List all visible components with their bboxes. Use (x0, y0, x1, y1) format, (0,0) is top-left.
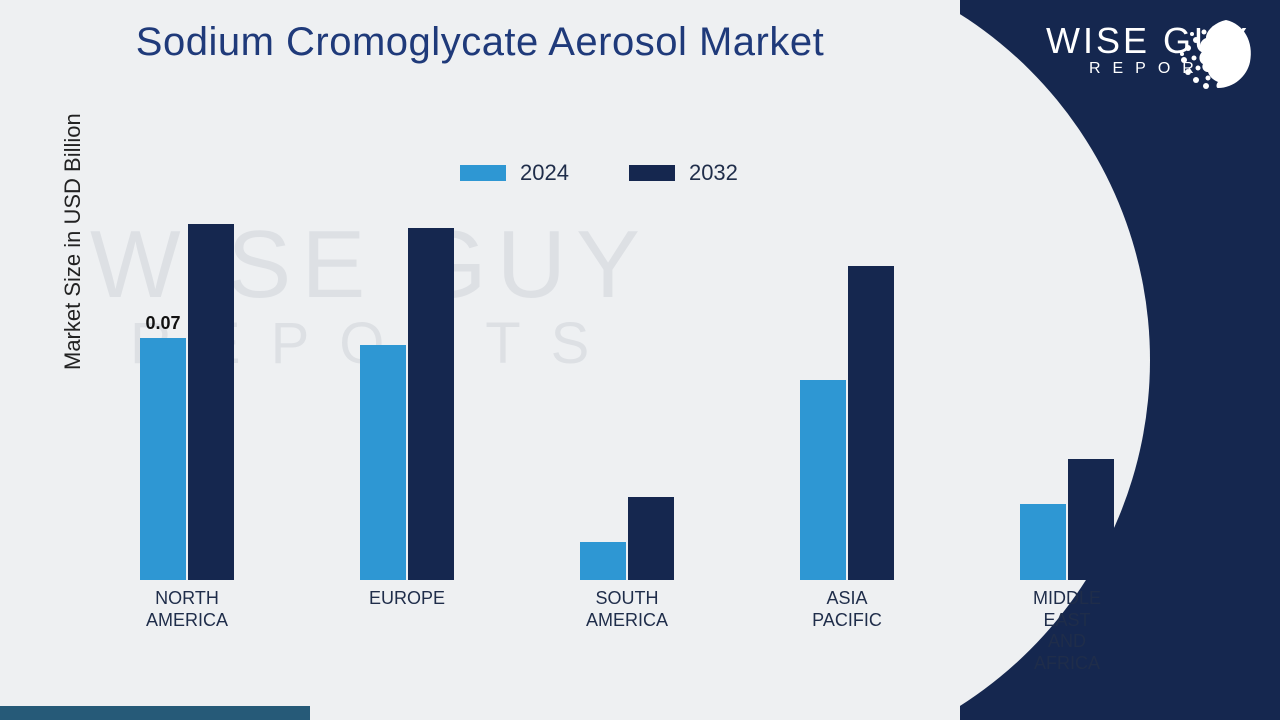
bar-group: EUROPE (360, 200, 454, 580)
bar (408, 228, 454, 580)
bar-group: MIDDLEEASTANDAFRICA (1020, 200, 1114, 580)
category-label: NORTHAMERICA (107, 580, 267, 631)
brain-icon (1174, 14, 1256, 96)
bar (800, 380, 846, 580)
chart-title: Sodium Cromoglycate Aerosol Market (0, 20, 960, 65)
bar (360, 345, 406, 580)
canvas: WISE GUY REPORTS Sodium Cromoglycate Aer… (0, 0, 1280, 720)
brand-logo: WISE GUY REPORTS (990, 20, 1250, 78)
bottom-accent-bar (0, 706, 310, 720)
y-axis-label: Market Size in USD Billion (60, 113, 86, 370)
category-label: SOUTHAMERICA (547, 580, 707, 631)
legend-label-2032: 2032 (689, 160, 738, 186)
legend-item-2032: 2032 (629, 160, 738, 186)
bar-value-label: 0.07 (145, 313, 180, 338)
bar-group: ASIAPACIFIC (800, 200, 894, 580)
bar (628, 497, 674, 580)
bar (580, 542, 626, 580)
legend-swatch-2032 (629, 165, 675, 181)
bar (188, 224, 234, 580)
category-label: MIDDLEEASTANDAFRICA (987, 580, 1147, 674)
legend-label-2024: 2024 (520, 160, 569, 186)
legend-swatch-2024 (460, 165, 506, 181)
category-label: EUROPE (327, 580, 487, 610)
bar (1020, 504, 1066, 580)
bar: 0.07 (140, 338, 186, 580)
legend-item-2024: 2024 (460, 160, 569, 186)
bar (848, 266, 894, 580)
bar (1068, 459, 1114, 580)
legend: 2024 2032 (460, 160, 738, 186)
plot-area: 0.07NORTHAMERICA EUROPE SOUTHAMERICA ASIAPA… (120, 200, 980, 580)
bar-group: 0.07NORTHAMERICA (140, 200, 234, 580)
bar-group: SOUTHAMERICA (580, 200, 674, 580)
category-label: ASIAPACIFIC (767, 580, 927, 631)
